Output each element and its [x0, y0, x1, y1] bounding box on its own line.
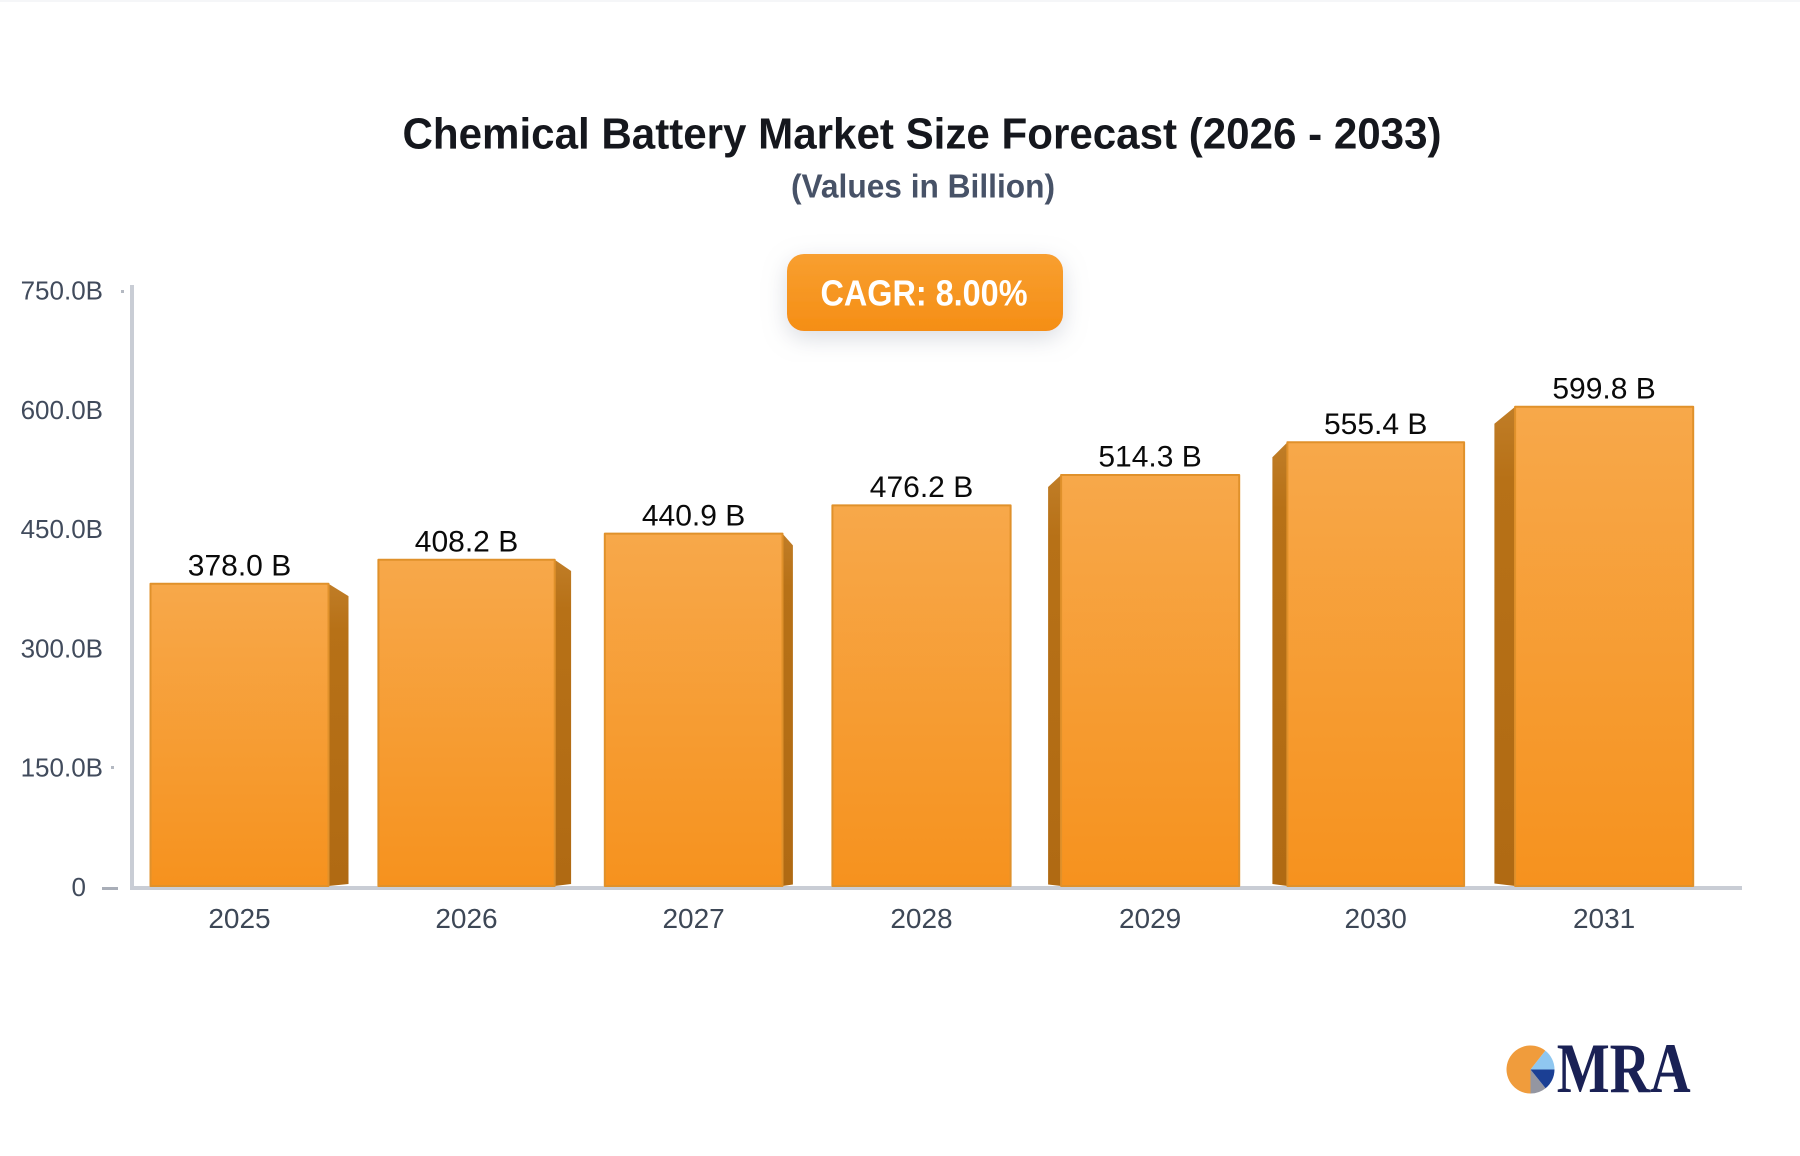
svg-text:450.0B: 450.0B — [21, 514, 103, 544]
svg-text:750.0B: 750.0B — [21, 276, 103, 306]
svg-text:MRA: MRA — [1557, 1030, 1691, 1108]
svg-text:300.0B: 300.0B — [21, 633, 103, 663]
svg-text:2025: 2025 — [208, 903, 270, 934]
svg-text:514.3 B: 514.3 B — [1098, 441, 1201, 474]
svg-text:600.0B: 600.0B — [21, 395, 103, 425]
svg-text:2027: 2027 — [662, 903, 724, 934]
svg-text:2026: 2026 — [435, 903, 497, 934]
svg-text:150.0B: 150.0B — [21, 753, 103, 783]
svg-text:555.4 B: 555.4 B — [1324, 408, 1427, 441]
svg-text:Chemical Battery Market Size F: Chemical Battery Market Size Forecast (2… — [403, 110, 1442, 159]
svg-text:2031: 2031 — [1573, 903, 1635, 934]
svg-text:476.2 B: 476.2 B — [870, 471, 973, 504]
svg-text:CAGR: 8.00%: CAGR: 8.00% — [821, 273, 1028, 314]
svg-text:408.2 B: 408.2 B — [415, 525, 518, 558]
svg-text:440.9 B: 440.9 B — [642, 499, 745, 532]
svg-text:2030: 2030 — [1345, 903, 1407, 934]
svg-text:(Values in Billion): (Values in Billion) — [791, 168, 1055, 205]
svg-text:0: 0 — [72, 872, 86, 902]
svg-text:378.0 B: 378.0 B — [188, 550, 291, 583]
svg-text:2029: 2029 — [1119, 903, 1181, 934]
svg-text:599.8 B: 599.8 B — [1552, 373, 1655, 406]
svg-text:2028: 2028 — [890, 903, 952, 934]
